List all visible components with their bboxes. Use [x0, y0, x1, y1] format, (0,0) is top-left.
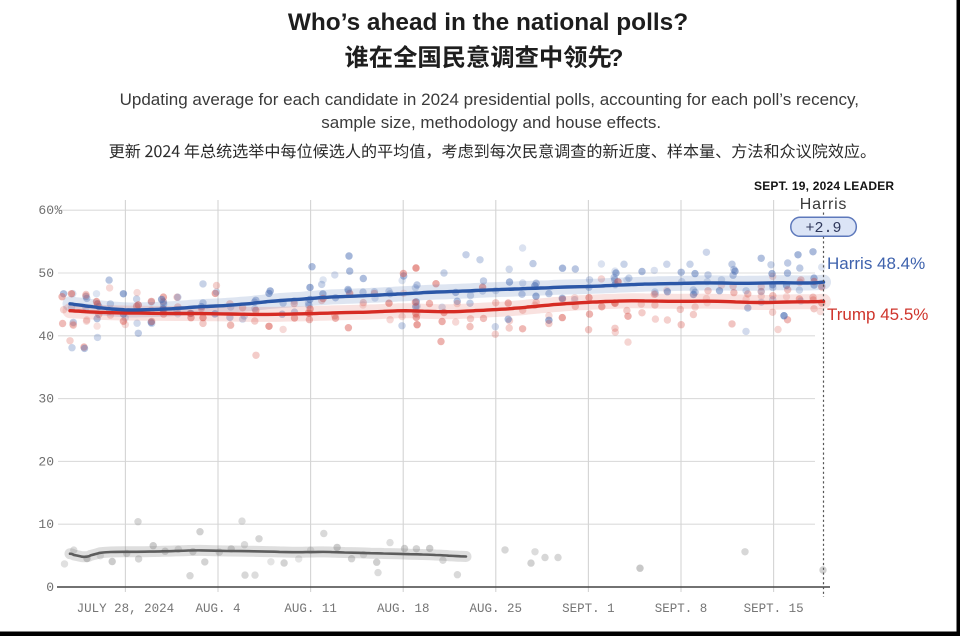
svg-text:30: 30	[38, 392, 54, 407]
svg-text:60: 60	[38, 203, 54, 218]
svg-text:AUG. 4: AUG. 4	[195, 602, 240, 616]
svg-text:SEPT. 1: SEPT. 1	[562, 602, 615, 616]
svg-text:SEPT. 15: SEPT. 15	[744, 602, 804, 616]
svg-text:40: 40	[38, 329, 54, 344]
svg-text:20: 20	[38, 454, 54, 469]
svg-text:AUG. 11: AUG. 11	[284, 602, 337, 616]
svg-text:AUG. 18: AUG. 18	[377, 602, 430, 616]
svg-text:+2.9: +2.9	[805, 220, 841, 237]
svg-text:50: 50	[38, 266, 54, 281]
svg-text:SEPT. 8: SEPT. 8	[655, 602, 708, 616]
svg-text:AUG. 25: AUG. 25	[470, 602, 523, 616]
svg-text:JULY 28, 2024: JULY 28, 2024	[77, 602, 175, 616]
svg-text:%: %	[55, 203, 63, 218]
svg-text:10: 10	[38, 517, 54, 532]
svg-text:0: 0	[46, 580, 54, 595]
